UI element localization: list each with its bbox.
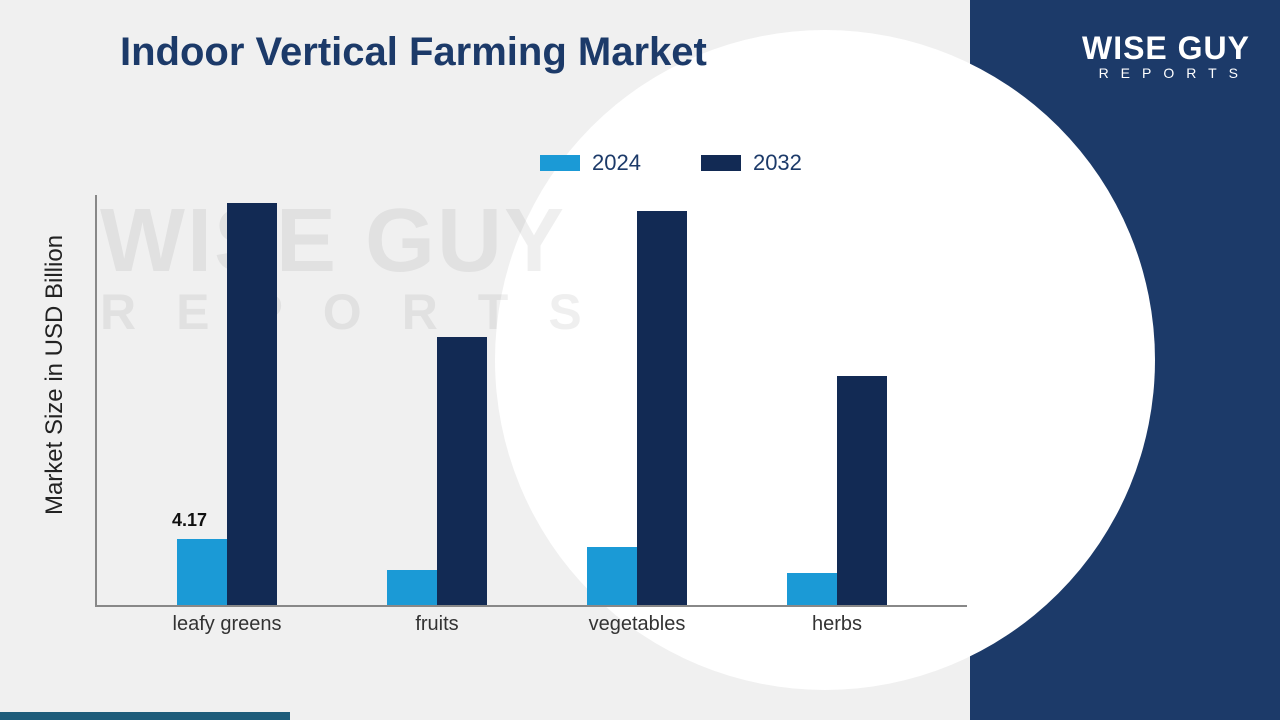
legend-swatch-2032 xyxy=(701,155,741,171)
bar xyxy=(587,547,637,605)
bar xyxy=(637,211,687,605)
x-tick-label: herbs xyxy=(757,605,917,635)
brand-logo: WISE GUY REPORTS xyxy=(1082,30,1250,81)
brand-line2: REPORTS xyxy=(1082,65,1250,81)
bar xyxy=(387,570,437,605)
legend-swatch-2024 xyxy=(540,155,580,171)
bar xyxy=(227,203,277,605)
brand-line1: WISE GUY xyxy=(1082,30,1250,67)
bar xyxy=(787,573,837,605)
bar xyxy=(837,376,887,605)
legend-item-2032: 2032 xyxy=(701,150,802,176)
y-axis-label: Market Size in USD Billion xyxy=(41,235,69,515)
chart-canvas: WISE GUY REPORTS Indoor Vertical Farming… xyxy=(0,0,1280,720)
legend: 2024 2032 xyxy=(540,150,802,176)
plot-area: leafy greensfruitsvegetablesherbs4.17 xyxy=(95,195,967,607)
bar xyxy=(177,539,227,605)
x-tick-label: leafy greens xyxy=(147,605,307,635)
x-tick-label: fruits xyxy=(357,605,517,635)
legend-label-2032: 2032 xyxy=(753,150,802,176)
data-label: 4.17 xyxy=(172,510,207,531)
chart-title: Indoor Vertical Farming Market xyxy=(120,30,707,75)
legend-item-2024: 2024 xyxy=(540,150,641,176)
bottom-accent-bar xyxy=(0,712,290,720)
legend-label-2024: 2024 xyxy=(592,150,641,176)
x-tick-label: vegetables xyxy=(557,605,717,635)
bar xyxy=(437,337,487,605)
